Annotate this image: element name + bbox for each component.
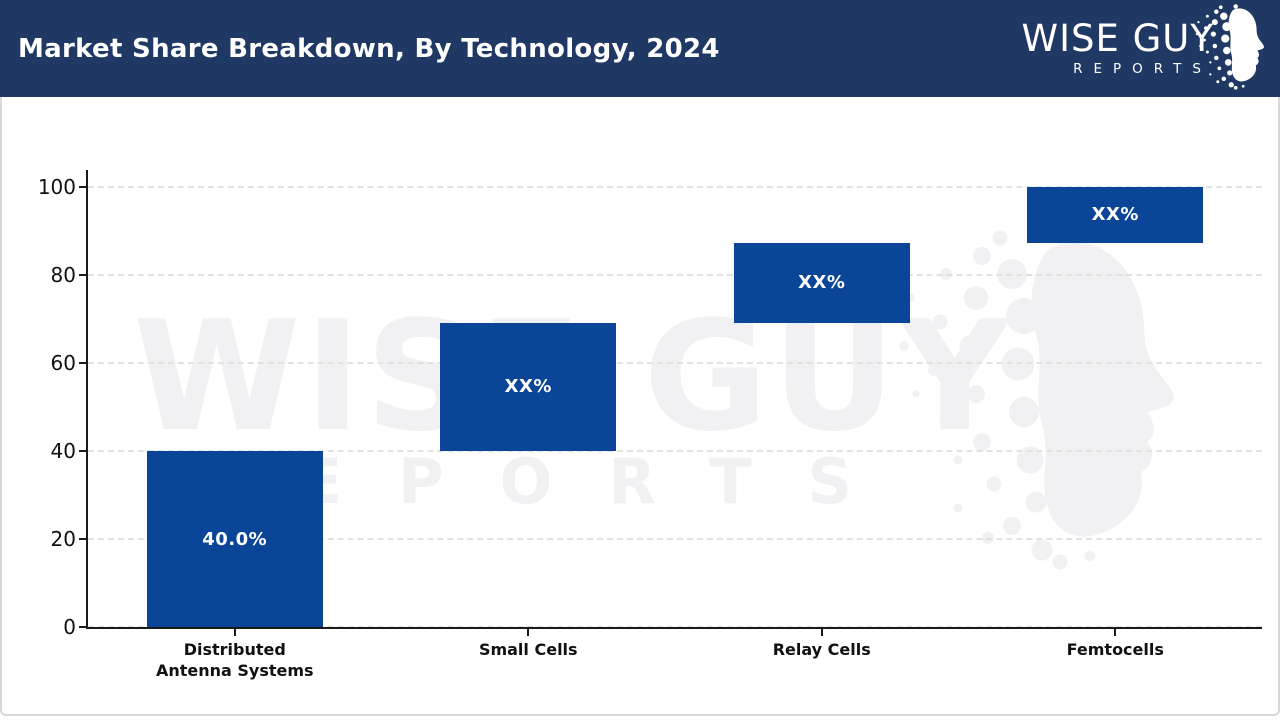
bar-value-label: XX% xyxy=(504,376,552,398)
dotted-head-icon xyxy=(1195,3,1265,90)
brand-logo: WISE GUY REPORTS xyxy=(1022,0,1270,97)
header: Market Share Breakdown, By Technology, 2… xyxy=(0,0,1280,97)
gridline-60 xyxy=(88,362,1262,364)
x-axis-tick xyxy=(527,628,530,636)
y-axis-tick-label: 80 xyxy=(50,263,76,287)
y-axis-tick xyxy=(79,626,87,628)
bar-2: XX% xyxy=(440,322,617,451)
y-axis-tick-label: 20 xyxy=(50,527,76,551)
y-axis-tick xyxy=(79,362,87,364)
bar-value-label: XX% xyxy=(798,272,846,294)
x-axis-tick xyxy=(820,628,823,636)
x-axis-category-label: Distributed Antenna Systems xyxy=(155,640,314,680)
brand-subname: REPORTS xyxy=(1073,61,1212,77)
bar-4: XX% xyxy=(1027,187,1204,243)
page-title: Market Share Breakdown, By Technology, 2… xyxy=(18,33,720,64)
y-axis-tick xyxy=(79,450,87,452)
gridline-80 xyxy=(88,274,1262,276)
bar-3: XX% xyxy=(733,242,910,323)
y-axis-tick xyxy=(79,538,87,540)
y-axis-tick-label: 40 xyxy=(50,439,76,463)
brand-logo-text: WISE GUY REPORTS xyxy=(1022,20,1214,77)
brand-name: WISE GUY xyxy=(1021,17,1214,60)
y-axis-tick-label: 100 xyxy=(37,175,76,199)
gridline-100 xyxy=(88,186,1262,188)
x-axis-category-label: Femtocells xyxy=(1066,640,1164,659)
x-axis-category-label: Small Cells xyxy=(478,640,578,659)
x-axis-tick xyxy=(233,628,236,636)
y-axis-tick-label: 60 xyxy=(50,351,76,375)
y-axis-tick xyxy=(79,186,87,188)
bar-1: 40.0% xyxy=(146,451,323,627)
bar-value-label: XX% xyxy=(1091,204,1139,226)
x-axis-category-label: Relay Cells xyxy=(772,640,871,659)
bar-value-label: 40.0% xyxy=(202,528,268,550)
y-axis-tick-label: 0 xyxy=(63,615,76,639)
y-axis-tick xyxy=(79,274,87,276)
x-axis-line xyxy=(86,627,1262,629)
gridline-20 xyxy=(88,538,1262,540)
gridline-40 xyxy=(88,450,1262,452)
y-axis-line xyxy=(86,170,88,629)
x-axis-tick xyxy=(1114,628,1117,636)
